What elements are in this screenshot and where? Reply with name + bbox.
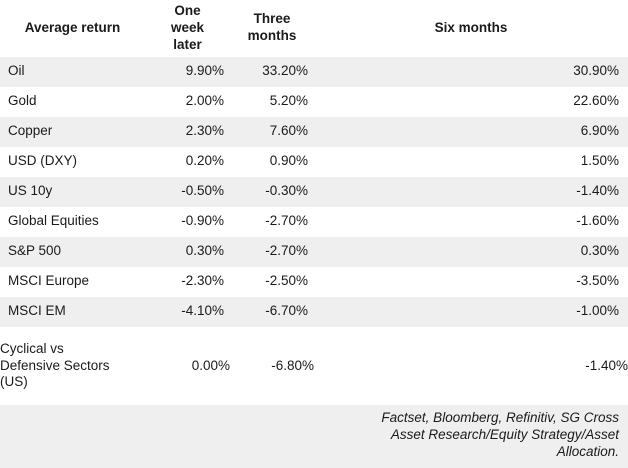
table-row-usd-dxy: USD (DXY) 0.20% 0.90% 1.50% [0,147,628,177]
table-row-us-10y: US 10y -0.50% -0.30% -1.40% [0,176,628,207]
table-row-sp500: S&P 500 0.30% -2.70% 0.30% [0,236,628,267]
value-six-months: -1.40% [585,357,628,373]
row-label: Cyclical vs Defensive Sectors (US) [0,340,110,390]
source-footer: Factset, Bloomberg, Refinitiv, SG Cross … [0,405,628,468]
value-three-months: 0.90% [269,153,308,169]
value-one-week: -0.50% [181,183,224,199]
value-six-months: -3.50% [576,273,619,289]
table-row-copper: Copper 2.30% 7.60% 6.90% [0,116,628,147]
value-one-week: 9.90% [185,63,224,79]
row-label: Gold [8,93,37,109]
value-three-months: 5.20% [269,93,308,109]
value-six-months: -1.00% [576,303,619,319]
value-three-months: -6.70% [265,303,308,319]
header-one-week-later: One week later [145,0,230,57]
row-label: Global Equities [8,213,99,229]
value-three-months: -6.80% [271,357,314,373]
table-body: Oil 9.90% 33.20% 30.90% Gold 2.00% 5.20%… [0,56,628,406]
value-three-months: -2.70% [265,213,308,229]
row-label: MSCI EM [8,303,66,319]
value-three-months: -0.30% [265,183,308,199]
value-one-week: -2.30% [181,273,224,289]
row-label: S&P 500 [8,243,62,259]
source-text: Factset, Bloomberg, Refinitiv, SG Cross … [381,410,619,459]
row-label: USD (DXY) [8,153,78,169]
value-six-months: 30.90% [573,63,619,79]
header-six-months-label: Six months [434,19,508,35]
table-row-cyclical-vs-defensive: Cyclical vs Defensive Sectors (US) 0.00%… [0,327,628,406]
header-average-return-label: Average return [24,19,121,35]
table-row-gold: Gold 2.00% 5.20% 22.60% [0,87,628,117]
header-row: Average return One week later Three mont… [0,0,628,57]
value-three-months: -2.70% [265,243,308,259]
value-one-week: 2.00% [185,93,224,109]
value-three-months: -2.50% [265,273,308,289]
table-row-oil: Oil 9.90% 33.20% 30.90% [0,56,628,87]
table-row-msci-europe: MSCI Europe -2.30% -2.50% -3.50% [0,267,628,297]
row-label: Copper [8,123,53,139]
value-three-months: 33.20% [262,63,308,79]
header-three-months-label: Three months [247,11,297,44]
value-three-months: 7.60% [269,123,308,139]
value-one-week: 0.30% [185,243,224,259]
value-one-week: -0.90% [181,213,224,229]
value-six-months: -1.40% [576,183,619,199]
header-three-months: Three months [230,0,314,57]
table-row-msci-em: MSCI EM -4.10% -6.70% -1.00% [0,296,628,327]
value-six-months: 22.60% [573,93,619,109]
value-one-week: 0.00% [191,357,230,373]
row-label: US 10y [8,183,53,199]
value-six-months: 6.90% [580,123,619,139]
header-six-months: Six months [314,0,628,57]
value-six-months: 1.50% [580,153,619,169]
average-returns-table: Average return One week later Three mont… [0,0,628,406]
row-label: MSCI Europe [8,273,90,289]
value-six-months: 0.30% [580,243,619,259]
value-one-week: 2.30% [185,123,224,139]
header-average-return: Average return [0,0,145,57]
value-one-week: -4.10% [181,303,224,319]
header-one-week-later-label: One week later [170,3,205,52]
value-one-week: 0.20% [185,153,224,169]
value-six-months: -1.60% [576,213,619,229]
table-header: Average return One week later Three mont… [0,0,628,57]
row-label: Oil [8,63,25,79]
table-row-global-equities: Global Equities -0.90% -2.70% -1.60% [0,207,628,237]
